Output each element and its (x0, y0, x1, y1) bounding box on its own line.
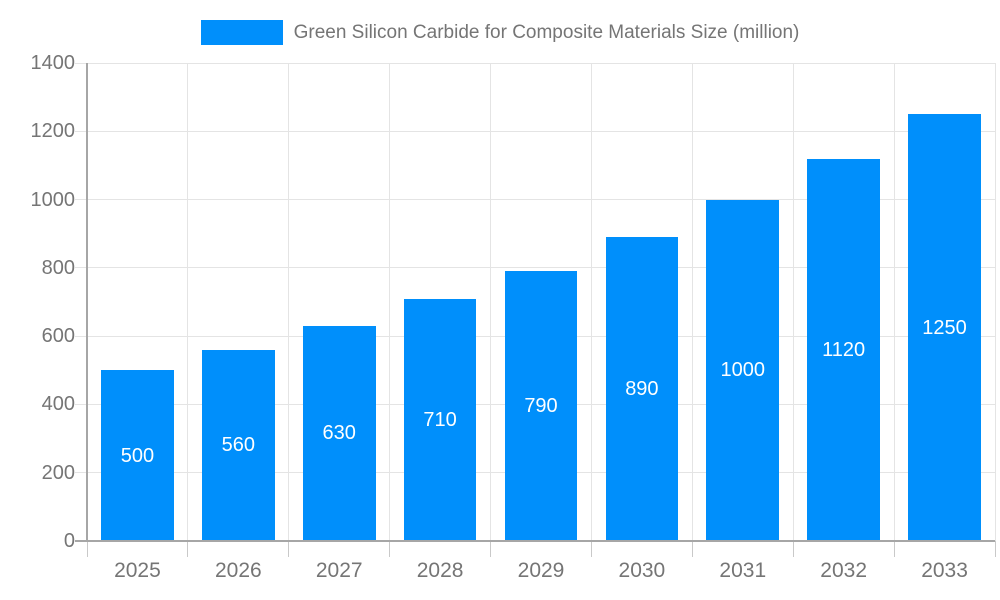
x-axis-tick-mark (994, 541, 996, 557)
gridline-vertical (994, 63, 996, 541)
x-axis-tick-mark (187, 541, 189, 557)
bar[interactable] (605, 237, 679, 541)
y-tick-label: 0 (63, 530, 75, 552)
bar-value-label: 500 (120, 444, 155, 467)
x-axis-tick-mark (792, 541, 794, 557)
plot-area: 0 200 400 600 800 1000 1200 1400 500 2025 560 2026 6… (31, 52, 996, 582)
x-tick-label: 2027 (315, 559, 363, 582)
gridline-vertical (288, 63, 290, 541)
y-axis-tick-mark (75, 62, 87, 64)
bar[interactable] (908, 114, 981, 541)
y-tick-label: 1000 (30, 188, 76, 211)
legend-swatch (200, 19, 283, 45)
y-axis-tick-mark (75, 403, 87, 405)
x-axis-tick-mark (389, 541, 391, 557)
bar[interactable] (807, 158, 880, 541)
gridline-vertical (187, 63, 189, 541)
gridline-vertical (389, 63, 391, 541)
gridline-horizontal (87, 130, 995, 132)
y-axis-tick-mark (75, 267, 87, 269)
gridline-vertical (490, 63, 492, 541)
legend-label: Green Silicon Carbide for Composite Mate… (293, 21, 800, 43)
gridline-vertical (893, 63, 895, 541)
y-tick-label: 400 (41, 393, 75, 416)
gridline-vertical (691, 63, 693, 541)
x-tick-label: 2032 (820, 559, 868, 582)
y-axis-tick-mark (75, 199, 87, 201)
x-tick-label: 2025 (114, 559, 161, 582)
x-tick-label: 2033 (921, 559, 968, 582)
legend-item[interactable]: Green Silicon Carbide for Composite Mate… (0, 18, 1000, 46)
bar[interactable] (403, 298, 477, 541)
bar-value-label: 710 (423, 408, 457, 431)
bar-value-label: 560 (221, 434, 256, 457)
x-axis-tick-mark (893, 541, 895, 557)
bar-value-label: 790 (524, 395, 558, 418)
y-tick-label: 600 (41, 325, 75, 348)
bar-value-label: 1120 (822, 338, 866, 361)
bar-value-label: 1250 (922, 316, 967, 339)
y-tick-label: 200 (41, 461, 75, 484)
gridline-horizontal (87, 267, 995, 269)
bar-value-label: 890 (625, 378, 659, 401)
x-tick-label: 2026 (214, 559, 262, 582)
gridline-vertical (590, 63, 592, 541)
bar[interactable] (706, 199, 780, 541)
bar[interactable] (504, 271, 578, 541)
y-tick-label: 800 (41, 256, 75, 279)
x-axis-tick-mark (691, 541, 693, 557)
gridline-horizontal (87, 62, 995, 64)
x-tick-label: 2031 (719, 559, 767, 582)
x-axis-tick-mark (288, 541, 290, 557)
y-axis-tick-mark (75, 335, 87, 337)
y-axis-line (86, 63, 88, 541)
x-axis-tick-mark (490, 541, 492, 557)
x-axis-tick-mark (86, 541, 88, 557)
y-tick-label: 1200 (30, 120, 76, 143)
x-tick-label: 2030 (618, 559, 666, 582)
bar-value-label: 1000 (720, 359, 766, 382)
bar[interactable] (202, 349, 275, 541)
bar-value-label: 630 (322, 422, 356, 445)
y-axis-tick-mark (75, 472, 87, 474)
y-axis-tick-mark (75, 130, 87, 132)
gridline-horizontal (87, 199, 995, 201)
gridline-vertical (792, 63, 794, 541)
x-tick-label: 2028 (416, 559, 464, 582)
bar[interactable] (302, 325, 376, 541)
x-tick-label: 2029 (517, 559, 565, 582)
bar[interactable] (101, 370, 174, 541)
x-axis-line (75, 540, 995, 542)
y-tick-label: 1400 (30, 52, 76, 74)
x-axis-tick-mark (590, 541, 592, 557)
